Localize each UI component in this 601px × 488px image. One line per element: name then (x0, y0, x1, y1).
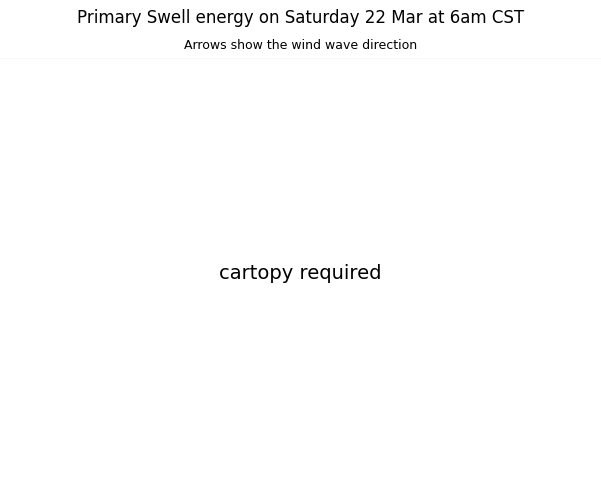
Text: cartopy required: cartopy required (219, 264, 382, 283)
Text: Primary Swell energy on Saturday 22 Mar at 6am CST: Primary Swell energy on Saturday 22 Mar … (77, 9, 524, 26)
Text: Arrows show the wind wave direction: Arrows show the wind wave direction (184, 39, 417, 52)
